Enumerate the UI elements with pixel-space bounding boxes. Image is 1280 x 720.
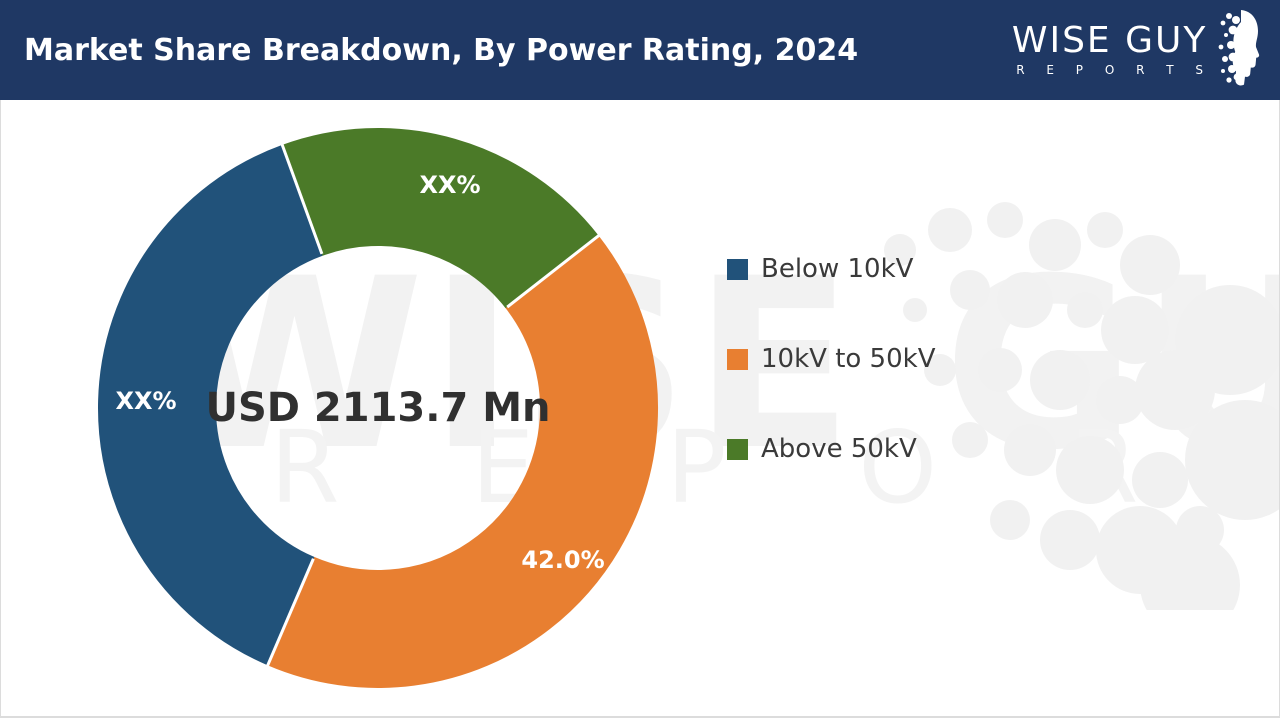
wise-guy-logo: WISE GUY R E P O R T S [1007, 7, 1262, 93]
donut-chart-svg [98, 128, 658, 688]
slice-separator [280, 142, 324, 255]
legend-label: Below 10kV [761, 254, 914, 284]
legend-swatch-below-10kv [727, 258, 748, 280]
frame-edge-left [0, 100, 1, 716]
legend-item-10kv-to-50kv: 10kV to 50kV [727, 342, 935, 376]
legend-label: 10kV to 50kV [761, 344, 936, 374]
donut-chart: XX% 42.0% XX% USD 2113.7 Mn [96, 126, 660, 690]
legend-item-above-50kv: Above 50kV [727, 432, 935, 466]
legend-label: Above 50kV [761, 434, 917, 464]
frame-edge-bottom [0, 716, 1280, 718]
slice-separator [506, 233, 602, 309]
chart-legend: Below 10kV 10kV to 50kV Above 50kV [727, 252, 935, 522]
page-title: Market Share Breakdown, By Power Rating,… [24, 32, 859, 68]
logo-text: WISE GUY R E P O R T S [1007, 20, 1212, 78]
legend-item-below-10kv: Below 10kV [727, 252, 935, 286]
slice-label-above-50kv: XX% [419, 171, 481, 199]
slice-label-below-10kv: XX% [115, 387, 177, 415]
slice-separator [265, 558, 315, 668]
legend-swatch-10kv-to-50kv [727, 348, 748, 370]
logo-face-icon [1218, 10, 1260, 86]
logo-subtitle: R E P O R T S [1016, 63, 1212, 77]
legend-swatch-above-50kv [727, 438, 748, 460]
slice-label-10kv-to-50kv: 42.0% [521, 546, 605, 574]
logo-name: WISE GUY [1011, 20, 1208, 61]
header-bar: Market Share Breakdown, By Power Rating,… [0, 0, 1280, 100]
donut-center-value: USD 2113.7 Mn [205, 385, 551, 431]
watermark-face-dots [884, 202, 1280, 610]
